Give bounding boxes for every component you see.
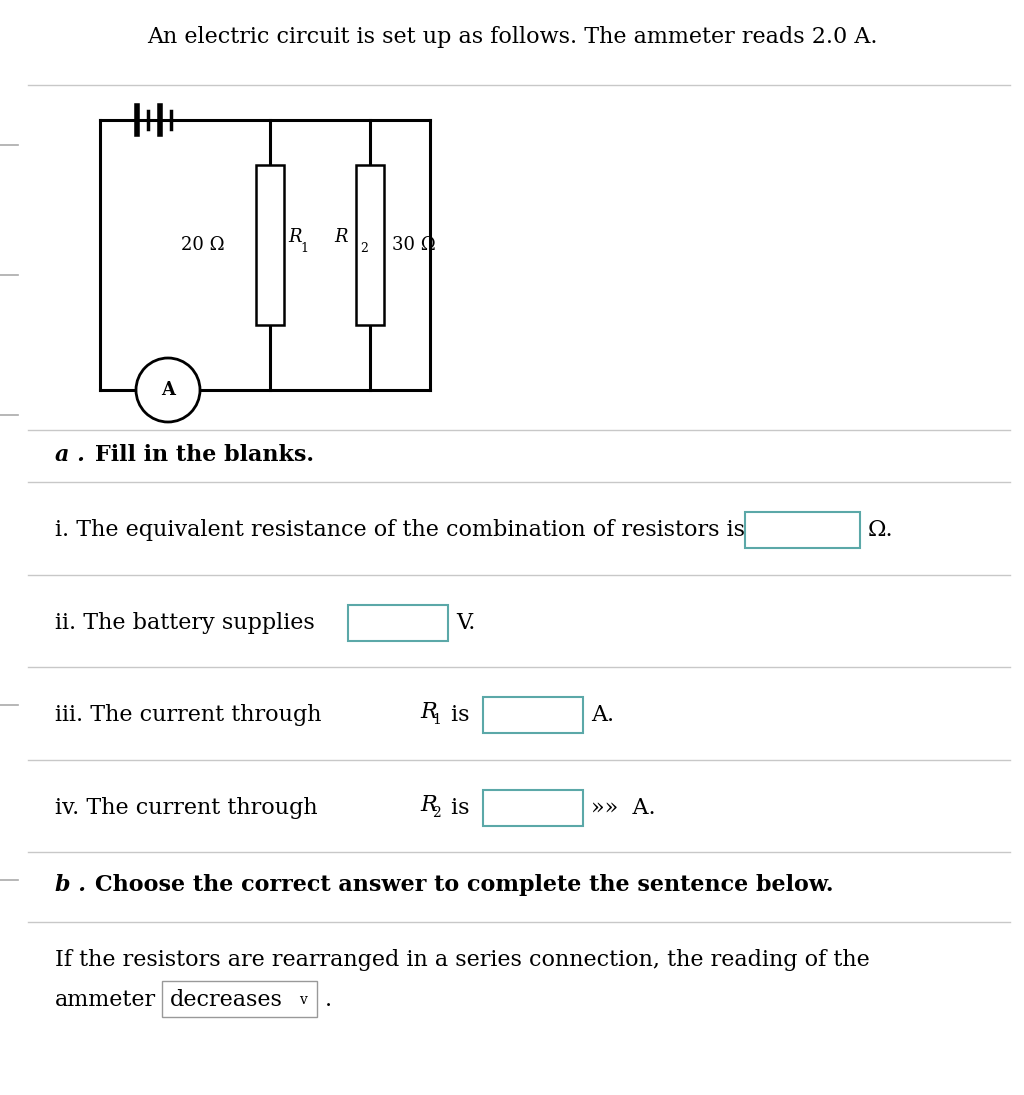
Text: R: R — [335, 228, 348, 246]
Circle shape — [136, 358, 200, 422]
Text: 2: 2 — [360, 242, 368, 255]
Text: R: R — [420, 794, 437, 816]
Text: Choose the correct answer to complete the sentence below.: Choose the correct answer to complete th… — [95, 874, 834, 896]
Bar — [256, 165, 284, 325]
Text: iii. The current through: iii. The current through — [55, 704, 329, 726]
FancyBboxPatch shape — [348, 606, 449, 641]
Text: A.: A. — [591, 704, 614, 726]
Text: is: is — [444, 704, 469, 726]
Text: b .: b . — [55, 874, 86, 896]
Text: a .: a . — [55, 443, 85, 466]
Text: R: R — [288, 228, 301, 246]
Text: If the resistors are rearranged in a series connection, the reading of the: If the resistors are rearranged in a ser… — [55, 949, 869, 971]
Text: 2: 2 — [432, 806, 440, 820]
Text: A: A — [161, 381, 175, 399]
Text: ii. The battery supplies: ii. The battery supplies — [55, 612, 314, 634]
Text: 20 Ω: 20 Ω — [181, 237, 225, 254]
Text: .: . — [325, 989, 332, 1011]
Text: R: R — [420, 701, 437, 723]
Text: is: is — [444, 797, 469, 819]
Text: An electric circuit is set up as follows. The ammeter reads 2.0 A.: An electric circuit is set up as follows… — [146, 26, 878, 48]
Text: iv. The current through: iv. The current through — [55, 797, 325, 819]
Text: v: v — [299, 993, 307, 1007]
FancyBboxPatch shape — [483, 789, 583, 826]
FancyBboxPatch shape — [483, 698, 583, 733]
Text: 1: 1 — [300, 242, 308, 255]
Text: 30 Ω: 30 Ω — [392, 237, 436, 254]
Text: i. The equivalent resistance of the combination of resistors is: i. The equivalent resistance of the comb… — [55, 519, 745, 541]
Text: decreases: decreases — [170, 989, 283, 1011]
Bar — [356, 165, 384, 325]
FancyBboxPatch shape — [162, 981, 317, 1017]
Text: ammeter: ammeter — [55, 989, 156, 1011]
Text: »»  A.: »» A. — [591, 797, 655, 819]
Text: 1: 1 — [432, 713, 441, 727]
Text: Fill in the blanks.: Fill in the blanks. — [95, 443, 314, 466]
Text: V.: V. — [456, 612, 475, 634]
Text: Ω.: Ω. — [868, 519, 894, 541]
FancyBboxPatch shape — [745, 512, 860, 548]
